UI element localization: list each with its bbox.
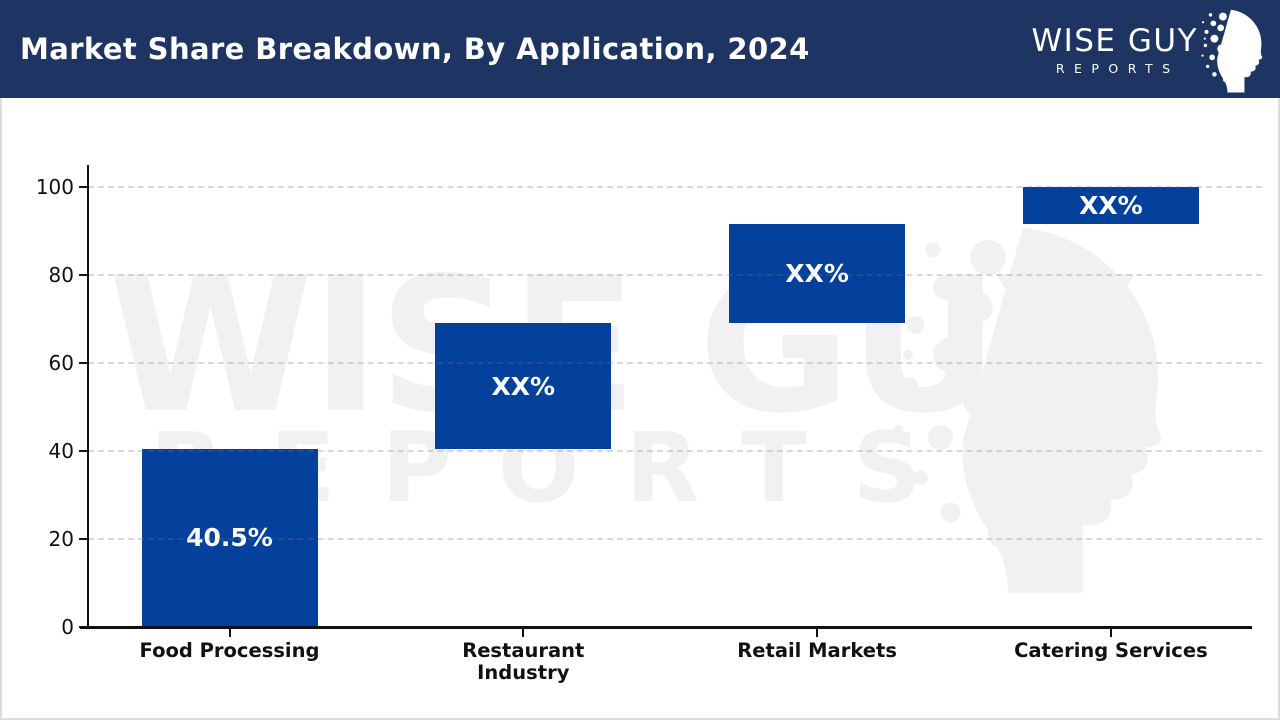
x-category-label-catering-services: Catering Services <box>1014 639 1208 662</box>
x-axis-line <box>80 626 1252 629</box>
y-tick-mark-20 <box>79 538 88 540</box>
y-tick-label-0: 0 <box>61 615 74 639</box>
x-category-label-food-processing: Food Processing <box>139 639 320 662</box>
y-tick-mark-40 <box>79 450 88 452</box>
y-tick-label-40: 40 <box>48 439 74 463</box>
y-tick-mark-60 <box>79 362 88 364</box>
gridline-20 <box>88 538 1262 540</box>
logo-text: WISE GUY REPORTS <box>1031 23 1198 77</box>
x-tick-mark-catering-services <box>1109 629 1112 637</box>
bar-retail-markets: XX% <box>729 224 906 324</box>
bar-value-label-catering-services: XX% <box>1079 191 1143 221</box>
gridline-40 <box>88 450 1262 452</box>
bar-value-label-restaurant-industry: XX% <box>491 371 556 401</box>
x-category-label-retail-markets: Retail Markets <box>737 639 897 662</box>
logo-subtitle: REPORTS <box>1055 61 1180 76</box>
x-category-label-restaurant-industry: Restaurant Industry <box>462 639 585 685</box>
bar-catering-services: XX% <box>1022 187 1199 225</box>
x-tick-mark-restaurant-industry <box>522 629 525 637</box>
y-tick-mark-80 <box>79 274 88 276</box>
logo-wordmark: WISE GUY <box>1031 23 1198 59</box>
gridline-80 <box>88 274 1262 276</box>
logo-face-icon <box>1201 9 1263 93</box>
bar-value-label-retail-markets: XX% <box>785 259 849 289</box>
wise-guy-reports-logo: WISE GUY REPORTS <box>1006 4 1266 94</box>
page-title: Market Share Breakdown, By Application, … <box>20 32 810 66</box>
y-tick-mark-0 <box>79 626 88 628</box>
bar-food-processing: 40.5% <box>141 448 318 627</box>
y-tick-label-80: 80 <box>48 263 74 287</box>
bar-restaurant-industry: XX% <box>435 323 612 449</box>
bar-value-label-food-processing: 40.5% <box>186 523 273 553</box>
x-tick-mark-food-processing <box>228 629 231 637</box>
header-bar: Market Share Breakdown, By Application, … <box>0 0 1280 98</box>
y-axis-spine <box>87 165 89 629</box>
y-tick-label-60: 60 <box>48 351 74 375</box>
y-tick-mark-100 <box>79 186 88 188</box>
y-tick-label-100: 100 <box>35 175 74 199</box>
y-tick-label-20: 20 <box>48 527 74 551</box>
gridline-60 <box>88 362 1262 364</box>
gridline-100 <box>88 186 1262 188</box>
x-tick-mark-retail-markets <box>816 629 819 637</box>
